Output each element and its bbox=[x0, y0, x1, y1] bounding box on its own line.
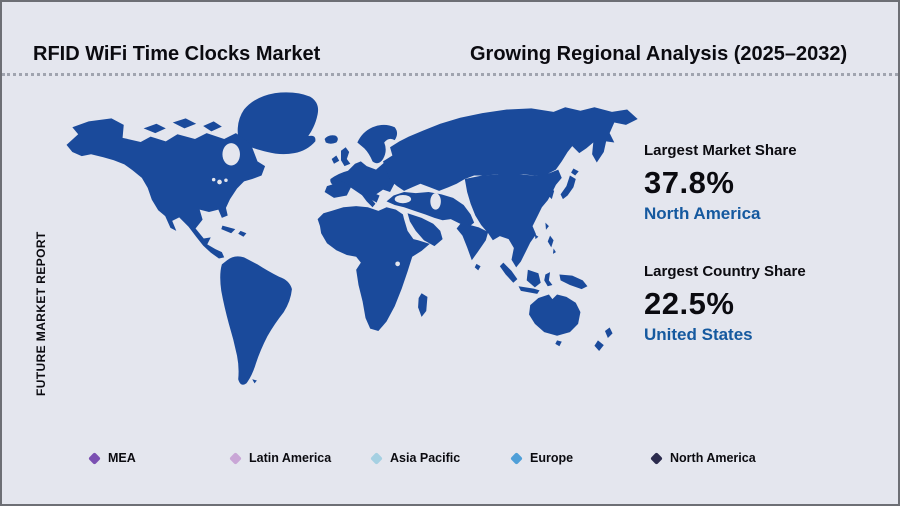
greenland bbox=[237, 92, 319, 155]
legend-label: Europe bbox=[530, 451, 574, 465]
legend-label: Latin America bbox=[249, 451, 332, 465]
world-map-svg bbox=[66, 92, 638, 385]
stat-label: Largest Country Share bbox=[644, 263, 806, 280]
legend: MEA Latin America Asia Pacific Europe No… bbox=[2, 448, 898, 468]
south-america bbox=[220, 256, 292, 385]
legend-item-mea: MEA bbox=[88, 448, 136, 468]
legend-item-europe: Europe bbox=[510, 448, 574, 468]
stat-largest-market-share: Largest Market Share 37.8% North America bbox=[644, 142, 884, 224]
stat-value: 37.8% bbox=[644, 165, 735, 200]
australia bbox=[529, 294, 581, 336]
page-title: RFID WiFi Time Clocks Market bbox=[33, 43, 321, 65]
legend-item-asia-pacific: Asia Pacific bbox=[370, 448, 461, 468]
dotted-divider bbox=[2, 73, 898, 76]
legend-item-north-america: North America bbox=[650, 448, 756, 468]
brand-watermark: FUTURE MARKET REPORT bbox=[34, 231, 48, 396]
subtitle-regional-analysis: Growing Regional Analysis (2025–2032) bbox=[470, 43, 848, 65]
continents bbox=[66, 92, 638, 385]
africa bbox=[317, 206, 430, 331]
stat-largest-country-share: Largest Country Share 22.5% United State… bbox=[644, 263, 884, 345]
stat-value: 22.5% bbox=[644, 286, 735, 321]
legend-label: North America bbox=[670, 451, 756, 465]
stat-region: United States bbox=[644, 325, 753, 344]
diamond-swatch-icon bbox=[88, 451, 101, 465]
europe bbox=[357, 124, 398, 164]
diamond-swatch-icon bbox=[510, 451, 523, 465]
inland-water bbox=[211, 143, 441, 267]
diamond-swatch-icon bbox=[229, 451, 242, 465]
diamond-swatch-icon bbox=[370, 451, 383, 465]
stat-region: North America bbox=[644, 204, 761, 223]
legend-label: MEA bbox=[108, 451, 136, 465]
asia bbox=[383, 107, 638, 191]
north-america bbox=[66, 118, 266, 259]
legend-label: Asia Pacific bbox=[390, 451, 461, 465]
world-map bbox=[56, 86, 640, 404]
diamond-swatch-icon bbox=[650, 451, 663, 465]
legend-item-latin-america: Latin America bbox=[229, 448, 332, 468]
stat-label: Largest Market Share bbox=[644, 142, 797, 159]
